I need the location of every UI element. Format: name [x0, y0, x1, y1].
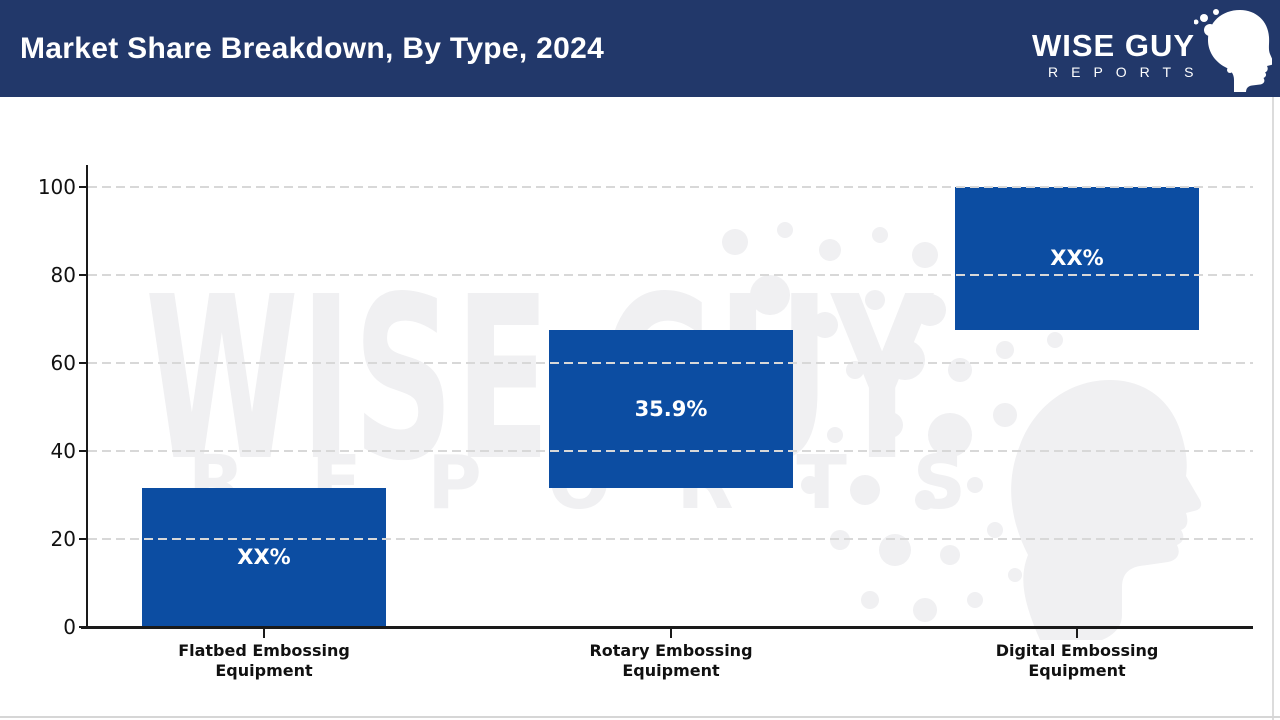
bar-value-label: XX%: [1050, 246, 1104, 271]
y-tick: [79, 450, 87, 452]
x-category-label: Flatbed Embossing Equipment: [178, 641, 350, 680]
gridline: [88, 274, 1253, 276]
bar-value-label: 35.9%: [634, 396, 708, 421]
right-edge-line: [1272, 97, 1274, 720]
bar-segment: [142, 487, 386, 627]
bar-segment: [955, 187, 1199, 330]
x-tick: [1076, 629, 1078, 638]
brand-logo: WISE GUY REPORTS: [1028, 6, 1272, 92]
bar-segment: [549, 329, 793, 488]
brand-head-icon: [1194, 9, 1272, 92]
y-tick: [79, 186, 87, 188]
y-tick: [79, 274, 87, 276]
y-tick-label: 0: [63, 615, 76, 639]
chart-title: Market Share Breakdown, By Type, 2024: [20, 31, 605, 65]
y-axis-line: [86, 165, 88, 628]
y-tick-label: 100: [37, 175, 76, 199]
y-tick: [79, 362, 87, 364]
gridline: [88, 450, 1253, 452]
brand-name: WISE GUY: [1032, 28, 1196, 63]
x-category-label: Rotary Embossing Equipment: [589, 641, 753, 680]
y-tick: [79, 626, 87, 628]
gridline: [88, 538, 1253, 540]
y-tick-label: 60: [50, 351, 76, 375]
gridline: [88, 186, 1253, 188]
x-tick: [263, 629, 265, 638]
bottom-edge-line: [0, 716, 1280, 718]
y-tick-label: 20: [50, 527, 76, 551]
gridline: [88, 362, 1253, 364]
bar-value-label: XX%: [237, 545, 291, 570]
header-bar: Market Share Breakdown, By Type, 2024 WI…: [0, 0, 1280, 97]
brand-subname: REPORTS: [1048, 64, 1207, 80]
y-tick-label: 80: [50, 263, 76, 287]
x-axis-line: [81, 626, 1253, 629]
x-category-label: Digital Embossing Equipment: [995, 641, 1159, 680]
y-tick: [79, 538, 87, 540]
watermark-head-icon: [722, 222, 1202, 640]
x-tick: [670, 629, 672, 638]
y-tick-label: 40: [50, 439, 76, 463]
